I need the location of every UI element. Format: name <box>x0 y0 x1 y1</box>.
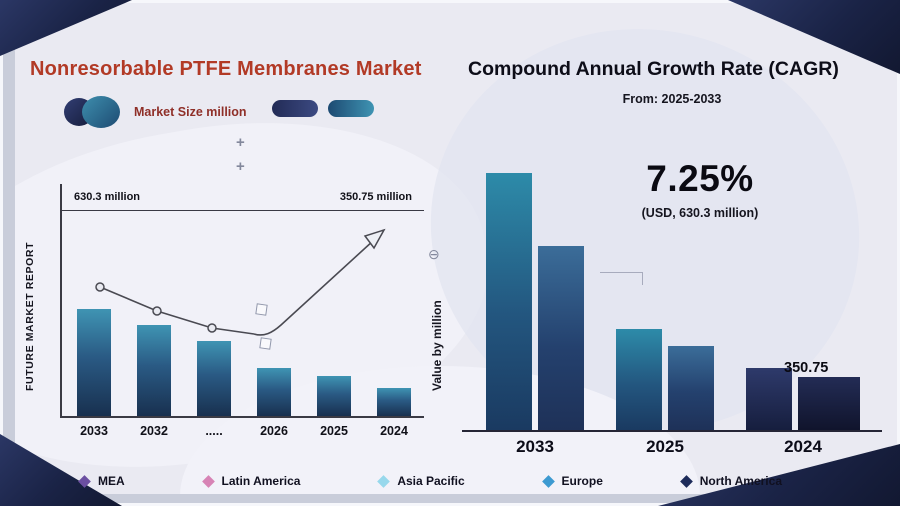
diamond-icon <box>78 474 91 488</box>
diamond-icon <box>201 474 215 488</box>
left-chart-xaxis: 2033 2032..... 2026 2025 2024 <box>64 424 424 438</box>
annotation-2033-value: 630.3 million <box>74 191 141 203</box>
bar-group-2025: 2025 <box>616 148 714 456</box>
diamond-icon <box>679 474 693 488</box>
bar-column-2033 <box>64 309 124 416</box>
legend-item-latin-america: Latin America <box>201 474 301 488</box>
cylinder-icon <box>64 96 120 128</box>
x-label-.....: ..... <box>205 424 223 438</box>
cagr-value: 7.25% <box>646 158 754 199</box>
annotation-2024-value: 350.75 million <box>339 191 412 203</box>
cagr-detail: (USD, 630.3 million) <box>641 206 759 220</box>
decor-step-line <box>600 272 643 285</box>
bar-2024-series-2 <box>798 377 860 430</box>
right-chart-groups: 2033 2025 2024 <box>462 148 882 456</box>
decor-pills <box>272 100 374 117</box>
bar-2033-series-1 <box>486 173 532 430</box>
region-legend: MEA Latin America Asia Pacific Europe North … <box>78 474 782 488</box>
x-label-2025: 2025 <box>320 424 348 438</box>
market-size-legend-label: Market Size million <box>134 105 247 119</box>
bar-2032 <box>137 325 171 416</box>
left-chart-title: Nonresorbable PTFE Membranes Market <box>30 58 422 80</box>
x-label-2032: 2032 <box>140 424 168 438</box>
left-chart-bars <box>64 296 424 416</box>
chart-annotation-row: 630.3 million 350.75 million <box>62 184 424 211</box>
legend-item-mea: MEA <box>78 474 125 488</box>
bar-2026 <box>257 368 291 416</box>
x-label-2024: 2024 <box>784 437 822 456</box>
bar-2025 <box>317 376 351 416</box>
decor-pill-navy <box>272 100 318 117</box>
market-size-chart: 630.3 million 350.75 million 2033 2032...… <box>60 184 424 438</box>
edge-band-left <box>0 0 15 506</box>
right-chart-subtitle: From: 2025-2033 <box>622 92 722 106</box>
legend-item-asia-pacific: Asia Pacific <box>377 474 465 488</box>
bar-2033-series-2 <box>538 246 584 430</box>
bar-2025-series-2 <box>668 346 714 430</box>
legend-item-europe: Europe <box>541 474 603 488</box>
x-label-2033: 2033 <box>80 424 108 438</box>
decor-pill-teal <box>328 100 374 117</box>
bar-column-2024 <box>364 388 424 416</box>
right-chart-y-label: Value by million <box>430 300 444 392</box>
bar-..... <box>197 341 231 416</box>
legend-label: North America <box>699 474 782 488</box>
x-label-2024: 2024 <box>380 424 408 438</box>
legend-label: Asia Pacific <box>397 474 465 488</box>
legend-label: Latin America <box>221 474 301 488</box>
bar-2025-series-1 <box>616 329 662 430</box>
trend-line-arrow <box>95 228 386 336</box>
bar-2024-series-1 <box>746 368 792 430</box>
plus-icon: + <box>236 134 245 151</box>
legend-label: Europe <box>561 474 603 488</box>
bar-2033 <box>77 309 111 416</box>
cagr-block: 7.25% (USD, 630.3 million) <box>590 158 810 220</box>
x-label-2025: 2025 <box>646 437 684 456</box>
bar-group-2024: 2024 <box>746 148 860 456</box>
bar-2024 <box>377 388 411 416</box>
legend-label: MEA <box>98 474 125 488</box>
diamond-icon <box>377 474 391 488</box>
legend-item-north-america: North America <box>679 474 782 488</box>
right-chart-annotation: 350.75 <box>784 360 829 376</box>
x-label-2033: 2033 <box>516 437 554 456</box>
market-size-legend: Market Size million <box>64 96 247 128</box>
bar-column-2025 <box>304 376 364 416</box>
diamond-icon <box>541 474 555 488</box>
bar-column-2032 <box>124 325 184 416</box>
minus-circle-icon: ⊖ <box>428 246 440 262</box>
bar-column-2026 <box>244 368 304 416</box>
bar-group-2033: 2033 <box>486 148 584 456</box>
left-chart-side-label: FUTURE MARKET REPORT <box>24 241 36 391</box>
x-label-2026: 2026 <box>260 424 288 438</box>
cagr-chart: 2033 2025 2024 350.75 <box>462 148 886 478</box>
plus-icon: + <box>236 158 245 175</box>
right-chart-title: Compound Annual Growth Rate (CAGR) <box>468 58 839 80</box>
bar-column-..... <box>184 341 244 416</box>
